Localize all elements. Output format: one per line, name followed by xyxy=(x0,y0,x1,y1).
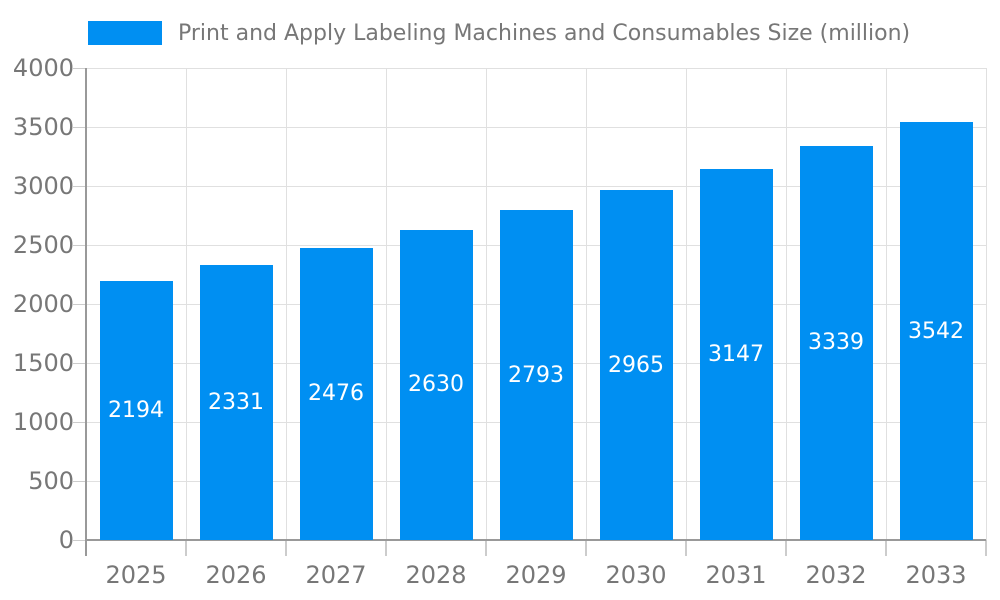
bar-2033[interactable]: 3542 xyxy=(899,122,973,540)
x-axis-tick xyxy=(685,540,687,556)
x-axis-label: 2031 xyxy=(705,561,767,589)
bar-value-label: 2793 xyxy=(508,362,564,388)
x-gridline xyxy=(285,68,287,540)
bar-value-label: 3147 xyxy=(708,341,764,367)
x-axis-label: 2026 xyxy=(205,561,267,589)
y-axis-label: 2000 xyxy=(12,290,74,318)
x-axis-line xyxy=(85,539,986,541)
x-axis-tick xyxy=(885,540,887,556)
x-gridline xyxy=(985,68,987,540)
bar-value-label: 2630 xyxy=(408,372,464,398)
x-axis-label: 2033 xyxy=(905,561,967,589)
x-gridline xyxy=(585,68,587,540)
bar-2028[interactable]: 2630 xyxy=(399,229,473,540)
x-axis-label: 2025 xyxy=(105,561,167,589)
legend-item[interactable]: Print and Apply Labeling Machines and Co… xyxy=(88,20,910,46)
bar-value-label: 3339 xyxy=(808,330,864,356)
y-axis-tick xyxy=(73,244,86,246)
bar-2031[interactable]: 3147 xyxy=(699,168,773,540)
bar-value-label: 3542 xyxy=(908,318,964,344)
bar-2025[interactable]: 2194 xyxy=(99,281,173,540)
x-axis-tick xyxy=(585,540,587,556)
y-gridline xyxy=(86,185,986,187)
y-axis-label: 1000 xyxy=(12,408,74,436)
y-axis-tick xyxy=(73,303,86,305)
x-axis-label: 2028 xyxy=(405,561,467,589)
x-gridline xyxy=(885,68,887,540)
legend-swatch-icon xyxy=(88,21,162,45)
x-axis-tick xyxy=(385,540,387,556)
y-axis-label: 3500 xyxy=(12,113,74,141)
x-axis-tick xyxy=(485,540,487,556)
x-axis-label: 2030 xyxy=(605,561,667,589)
x-axis-tick xyxy=(185,540,187,556)
bar-2029[interactable]: 2793 xyxy=(499,210,573,540)
x-gridline xyxy=(485,68,487,540)
y-gridline xyxy=(86,67,986,69)
y-axis-line xyxy=(85,68,87,556)
y-axis-label: 4000 xyxy=(12,54,74,82)
bar-2032[interactable]: 3339 xyxy=(799,145,873,540)
y-axis-label: 1500 xyxy=(12,349,74,377)
y-axis-tick xyxy=(73,67,86,69)
x-axis-tick xyxy=(985,540,987,556)
y-axis-tick xyxy=(73,362,86,364)
y-axis-tick xyxy=(73,421,86,423)
x-axis-label: 2029 xyxy=(505,561,567,589)
x-gridline xyxy=(185,68,187,540)
bar-2030[interactable]: 2965 xyxy=(599,190,673,540)
x-axis-tick xyxy=(785,540,787,556)
x-gridline xyxy=(685,68,687,540)
y-axis-tick xyxy=(73,185,86,187)
x-axis-label: 2032 xyxy=(805,561,867,589)
x-gridline xyxy=(785,68,787,540)
bar-2027[interactable]: 2476 xyxy=(299,247,373,540)
y-axis-label: 500 xyxy=(28,467,74,495)
y-axis-label: 3000 xyxy=(12,172,74,200)
y-axis-tick xyxy=(73,539,86,541)
x-gridline xyxy=(385,68,387,540)
y-axis-tick xyxy=(73,480,86,482)
y-gridline xyxy=(86,126,986,128)
bar-value-label: 2476 xyxy=(308,381,364,407)
y-axis-label: 2500 xyxy=(12,231,74,259)
x-axis-label: 2027 xyxy=(305,561,367,589)
bar-value-label: 2965 xyxy=(608,352,664,378)
bar-value-label: 2331 xyxy=(208,389,264,415)
y-axis-label: 0 xyxy=(58,526,74,554)
bar-value-label: 2194 xyxy=(108,398,164,424)
legend-label: Print and Apply Labeling Machines and Co… xyxy=(178,20,911,46)
bar-2026[interactable]: 2331 xyxy=(199,264,273,540)
x-axis-tick xyxy=(285,540,287,556)
y-axis-tick xyxy=(73,126,86,128)
